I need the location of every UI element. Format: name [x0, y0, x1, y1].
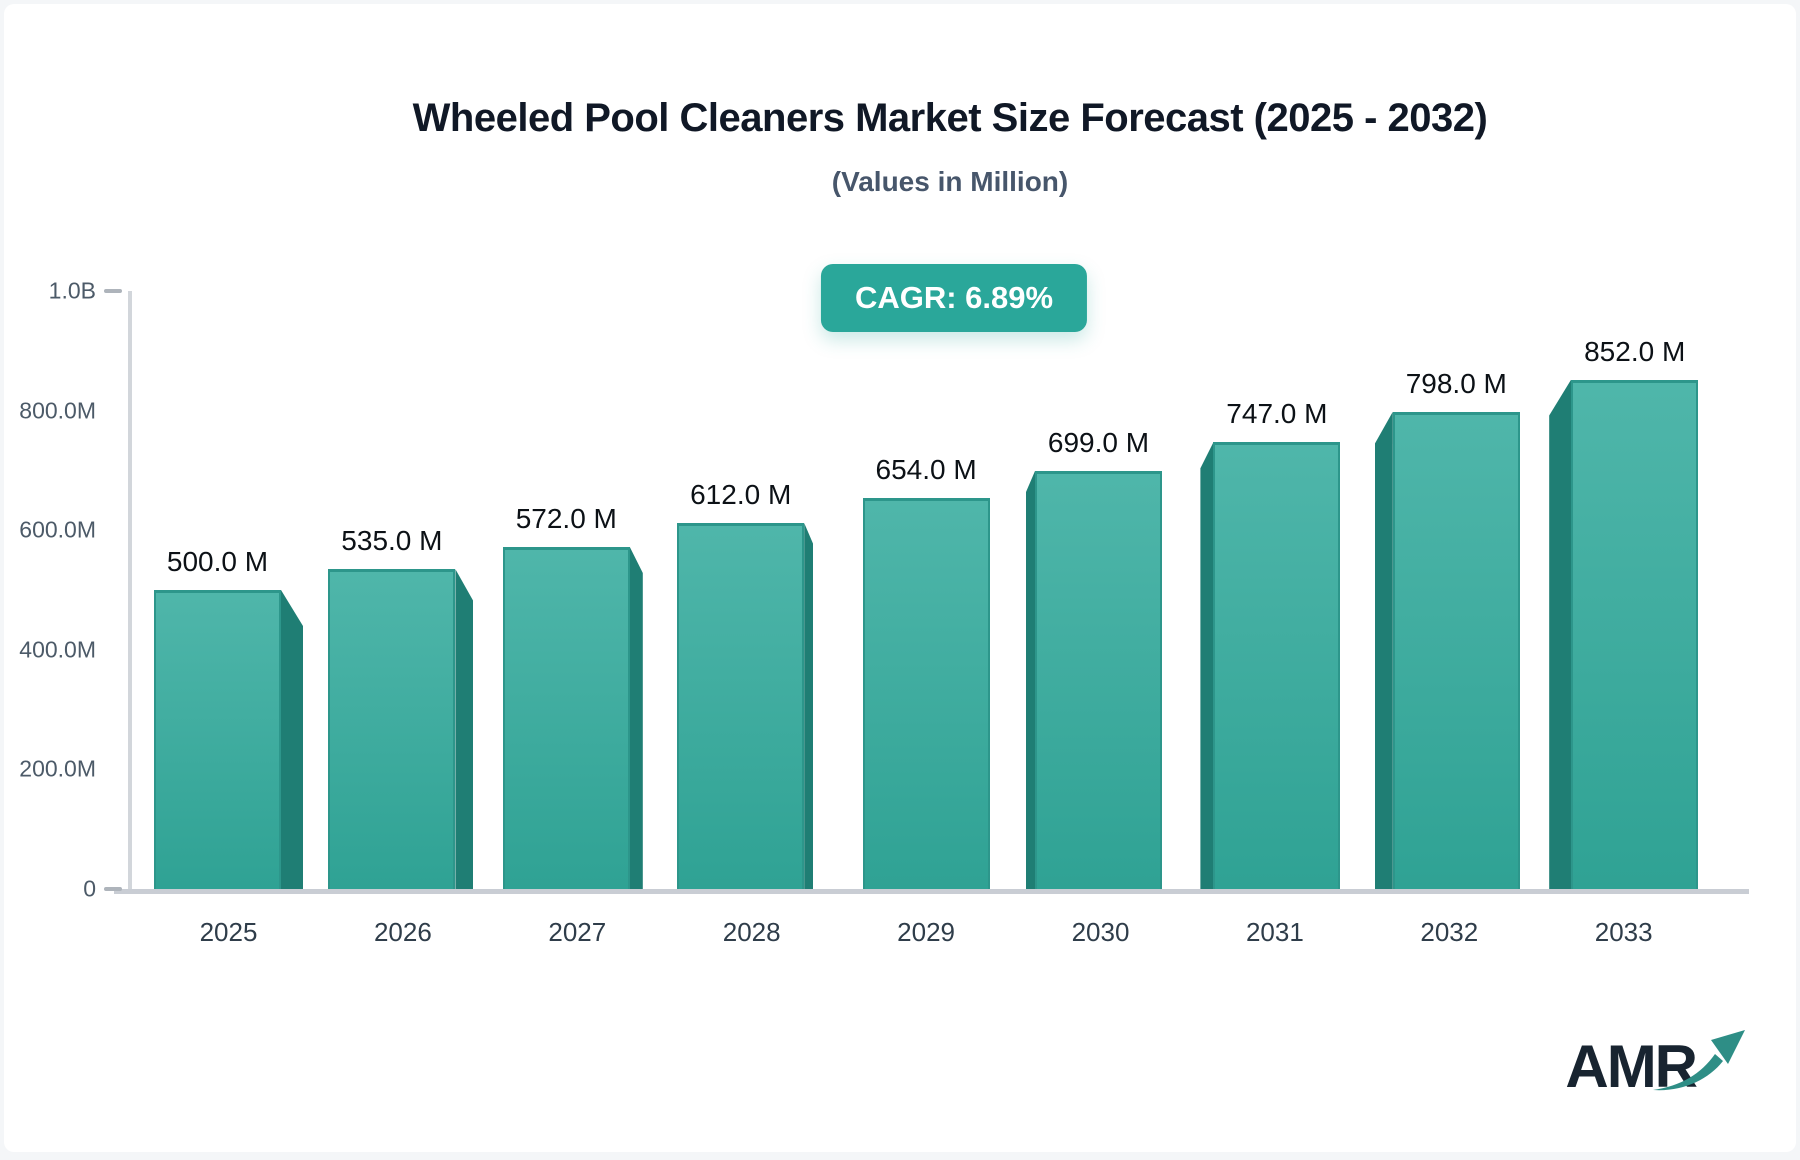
y-axis-tick-label: 400.0M — [19, 636, 96, 663]
y-axis-tick-label: 1.0B — [48, 277, 96, 304]
x-axis-line — [114, 889, 1749, 894]
y-axis-tick-label: 200.0M — [19, 755, 96, 782]
bar-side-face — [281, 590, 303, 889]
x-axis-tick-label: 2032 — [1420, 917, 1479, 947]
bar-2027 — [502, 546, 630, 889]
bar-value-label: 572.0 M — [515, 502, 617, 534]
bar-value-label: 699.0 M — [1047, 426, 1150, 458]
y-axis-tick-mark — [104, 887, 122, 891]
chart-canvas: Wheeled Pool Cleaners Market Size Foreca… — [4, 4, 1796, 1152]
bar-side-face — [1374, 411, 1393, 889]
bar-value-label: 612.0 M — [690, 479, 792, 511]
amr-logo-text: AMR — [1565, 1033, 1698, 1100]
y-axis-tick-label: 0 — [83, 875, 96, 902]
bar-side-face — [629, 546, 643, 889]
cagr-badge: CAGR: 6.89% — [820, 264, 1088, 332]
bar-value-label: 798.0 M — [1405, 367, 1507, 399]
y-axis-tick-label: 800.0M — [19, 397, 96, 424]
chart-subtitle: (Values in Million) — [831, 166, 1069, 197]
bar-value-label: 747.0 M — [1226, 398, 1328, 430]
bar-2033 — [1571, 379, 1699, 889]
bar-2031 — [1213, 442, 1341, 889]
bar-2029 — [862, 497, 990, 889]
bar-2025 — [154, 590, 281, 889]
bar-value-label: 654.0 M — [875, 453, 977, 485]
x-axis-tick-label: 2033 — [1594, 917, 1653, 947]
x-axis-tick-label: 2029 — [897, 917, 956, 947]
y-axis-tick-mark — [104, 289, 122, 293]
bar-value-label: 852.0 M — [1584, 335, 1686, 367]
bar-side-face — [1549, 379, 1572, 889]
x-axis-tick-label: 2026 — [373, 917, 432, 947]
bar-side-face — [1200, 442, 1214, 889]
amr-logo: AMR — [1565, 1030, 1746, 1102]
y-axis-tick-label: 600.0M — [19, 516, 96, 543]
x-axis-tick-label: 2027 — [548, 917, 607, 947]
x-axis-tick-label: 2031 — [1245, 917, 1304, 947]
bar-side-face — [455, 569, 474, 889]
bar-side-face — [804, 523, 814, 889]
bar-2030 — [1035, 470, 1162, 889]
bar-value-label: 500.0 M — [166, 546, 269, 577]
bar-2028 — [677, 523, 805, 889]
chart-title: Wheeled Pool Cleaners Market Size Foreca… — [412, 96, 1488, 140]
growth-arrow-icon — [1653, 1030, 1746, 1091]
bar-2026 — [328, 569, 456, 889]
x-axis-tick-label: 2025 — [199, 917, 258, 947]
bar-2032 — [1392, 411, 1520, 889]
bar-side-face — [1026, 470, 1035, 889]
x-axis-tick-label: 2030 — [1071, 917, 1130, 947]
x-axis-tick-label: 2028 — [722, 917, 781, 947]
y-axis-line — [128, 291, 132, 889]
bar-value-label: 535.0 M — [341, 525, 443, 557]
